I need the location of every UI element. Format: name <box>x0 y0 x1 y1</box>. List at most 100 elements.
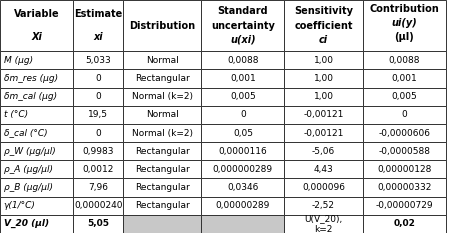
Bar <box>284 51 363 69</box>
Text: 0: 0 <box>401 110 407 119</box>
Text: γ(1/°C): γ(1/°C) <box>4 201 36 210</box>
Text: Contribution: Contribution <box>369 4 439 14</box>
Bar <box>0 160 73 178</box>
Text: -5,06: -5,06 <box>312 147 335 156</box>
Bar <box>73 178 123 197</box>
Bar <box>0 197 73 215</box>
Bar <box>363 124 446 142</box>
Text: 0,05: 0,05 <box>233 129 253 137</box>
Text: Rectangular: Rectangular <box>135 201 190 210</box>
Text: ui(y): ui(y) <box>391 18 417 28</box>
Bar <box>284 160 363 178</box>
Text: δ_cal (°C): δ_cal (°C) <box>4 129 47 137</box>
Bar <box>123 51 201 69</box>
Text: Xi: Xi <box>31 32 42 42</box>
Text: 0,001: 0,001 <box>391 74 417 83</box>
Text: -0,00121: -0,00121 <box>303 110 344 119</box>
Text: Normal: Normal <box>146 56 179 65</box>
Bar <box>0 124 73 142</box>
Bar <box>284 88 363 106</box>
Text: 0,000096: 0,000096 <box>302 183 345 192</box>
Text: 0,00000289: 0,00000289 <box>216 201 270 210</box>
Text: ρ_W (μg/μl): ρ_W (μg/μl) <box>4 147 55 156</box>
Text: 0,005: 0,005 <box>391 92 417 101</box>
Text: Rectangular: Rectangular <box>135 183 190 192</box>
Bar <box>201 88 284 106</box>
Bar <box>73 0 123 51</box>
Text: Rectangular: Rectangular <box>135 74 190 83</box>
Text: 1,00: 1,00 <box>313 56 334 65</box>
Text: 0,9983: 0,9983 <box>82 147 114 156</box>
Text: δm_cal (μg): δm_cal (μg) <box>4 92 57 101</box>
Text: Normal: Normal <box>146 110 179 119</box>
Text: Rectangular: Rectangular <box>135 147 190 156</box>
Text: Variable: Variable <box>14 9 60 19</box>
Bar <box>363 88 446 106</box>
Text: Sensitivity: Sensitivity <box>294 6 353 16</box>
Bar <box>201 51 284 69</box>
Bar <box>123 178 201 197</box>
Bar <box>201 215 284 233</box>
Bar <box>363 178 446 197</box>
Bar <box>123 142 201 160</box>
Text: 0,0012: 0,0012 <box>82 165 114 174</box>
Bar <box>123 106 201 124</box>
Text: 0: 0 <box>95 74 101 83</box>
Bar <box>73 106 123 124</box>
Bar <box>363 215 446 233</box>
Bar <box>201 106 284 124</box>
Text: Normal (k=2): Normal (k=2) <box>132 129 193 137</box>
Text: 5,033: 5,033 <box>85 56 111 65</box>
Text: 0,005: 0,005 <box>230 92 256 101</box>
Text: 4,43: 4,43 <box>314 165 333 174</box>
Bar <box>73 160 123 178</box>
Bar <box>0 142 73 160</box>
Text: δm_res (μg): δm_res (μg) <box>4 74 58 83</box>
Bar <box>363 142 446 160</box>
Bar <box>0 51 73 69</box>
Bar <box>0 0 73 51</box>
Bar <box>0 88 73 106</box>
Text: 0,0088: 0,0088 <box>388 56 420 65</box>
Text: ρ_B (μg/μl): ρ_B (μg/μl) <box>4 183 53 192</box>
Bar <box>201 0 284 51</box>
Text: Estimate: Estimate <box>74 9 122 19</box>
Text: 1,00: 1,00 <box>313 92 334 101</box>
Bar <box>363 197 446 215</box>
Bar <box>284 142 363 160</box>
Text: -2,52: -2,52 <box>312 201 335 210</box>
Bar <box>284 197 363 215</box>
Text: Normal (k=2): Normal (k=2) <box>132 92 193 101</box>
Text: -0,00121: -0,00121 <box>303 129 344 137</box>
Bar <box>123 88 201 106</box>
Bar <box>284 106 363 124</box>
Bar <box>123 69 201 88</box>
Text: 0,02: 0,02 <box>393 219 415 228</box>
Text: 0,0000240: 0,0000240 <box>74 201 123 210</box>
Bar <box>73 215 123 233</box>
Text: 0,0346: 0,0346 <box>227 183 259 192</box>
Bar <box>123 215 201 233</box>
Text: 19,5: 19,5 <box>88 110 109 119</box>
Text: coefficient: coefficient <box>294 21 353 31</box>
Bar <box>73 197 123 215</box>
Text: 0: 0 <box>95 129 101 137</box>
Text: 0,001: 0,001 <box>230 74 256 83</box>
Bar <box>73 88 123 106</box>
Bar <box>201 197 284 215</box>
Text: Rectangular: Rectangular <box>135 165 190 174</box>
Bar <box>0 106 73 124</box>
Bar <box>0 178 73 197</box>
Text: 0,00000332: 0,00000332 <box>377 183 431 192</box>
Bar <box>123 197 201 215</box>
Text: 7,96: 7,96 <box>88 183 109 192</box>
Bar <box>123 124 201 142</box>
Text: uncertainty: uncertainty <box>211 21 275 31</box>
Text: 0: 0 <box>95 92 101 101</box>
Text: xi: xi <box>93 32 103 42</box>
Bar <box>73 69 123 88</box>
Text: ρ_A (μg/μl): ρ_A (μg/μl) <box>4 165 53 174</box>
Text: M (μg): M (μg) <box>4 56 33 65</box>
Bar <box>123 160 201 178</box>
Bar <box>284 215 363 233</box>
